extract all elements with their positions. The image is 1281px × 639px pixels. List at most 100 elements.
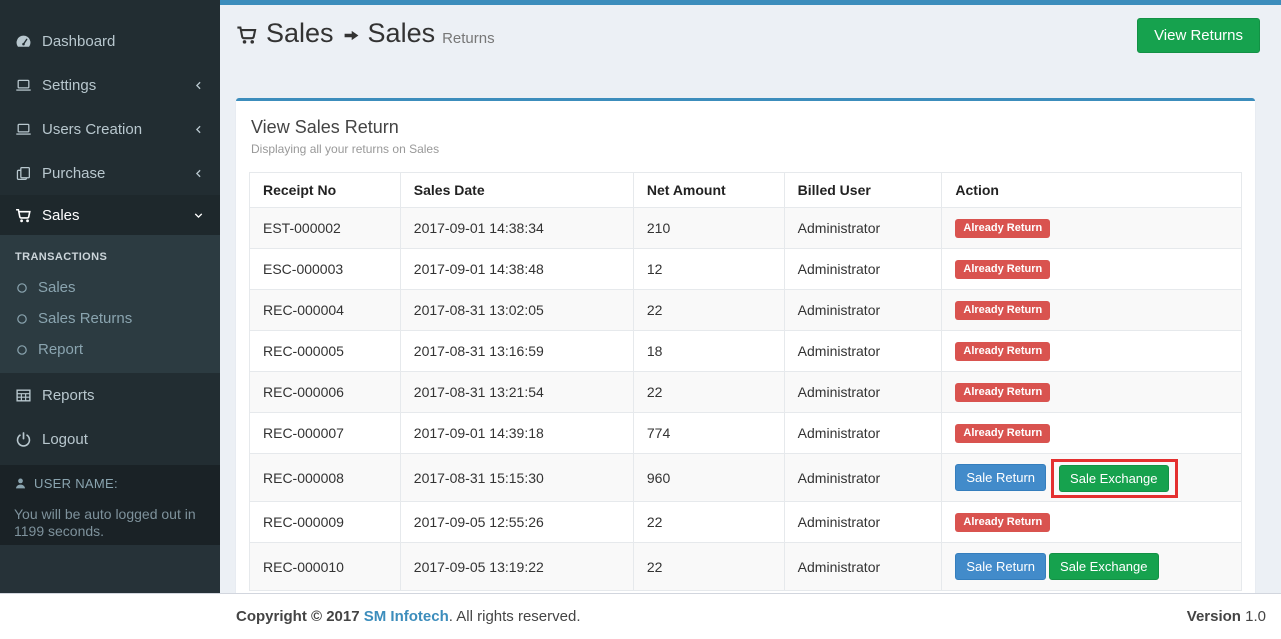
table-row: REC-000009 2017-09-05 12:55:26 22 Admini… <box>249 501 1242 543</box>
date-cell: 2017-09-05 13:19:22 <box>399 542 634 591</box>
laptop-icon <box>15 77 32 94</box>
receipt-cell: EST-000002 <box>249 207 401 249</box>
submenu-item-report[interactable]: Report <box>0 334 220 365</box>
view-returns-button[interactable]: View Returns <box>1137 18 1260 53</box>
date-cell: 2017-08-31 15:15:30 <box>399 453 634 502</box>
user-cell: Administrator <box>783 371 943 413</box>
user-cell: Administrator <box>783 330 943 372</box>
sidebar-item-reports[interactable]: Reports <box>0 373 220 417</box>
amount-cell: 22 <box>632 289 785 331</box>
amount-cell: 22 <box>632 542 785 591</box>
already-return-badge: Already Return <box>955 513 1051 532</box>
submenu-item-label: Sales Returns <box>38 310 133 327</box>
sidebar-item-label: Dashboard <box>42 32 116 50</box>
sidebar: Dashboard Settings Users Creation <box>0 0 220 593</box>
submenu-item-label: Report <box>38 341 84 358</box>
sidebar-item-logout[interactable]: Logout <box>0 417 220 461</box>
sales-return-panel: View Sales Return Displaying all your re… <box>236 98 1255 605</box>
col-header-billed-user: Billed User <box>783 172 943 208</box>
table-row: REC-000004 2017-08-31 13:02:05 22 Admini… <box>249 289 1242 331</box>
user-cell: Administrator <box>783 501 943 543</box>
sidebar-item-settings[interactable]: Settings <box>0 63 220 107</box>
content-header: Sales Sales Returns View Returns <box>220 5 1281 53</box>
table-row: REC-000006 2017-08-31 13:21:54 22 Admini… <box>249 371 1242 413</box>
table-row: EST-000002 2017-09-01 14:38:34 210 Admin… <box>249 207 1242 249</box>
sales-submenu: TRANSACTIONS Sales Sales Returns <box>0 235 220 373</box>
amount-cell: 18 <box>632 330 785 372</box>
action-cell: Already Return <box>941 330 1242 372</box>
sidebar-item-label: Purchase <box>42 164 106 182</box>
amount-cell: 22 <box>632 371 785 413</box>
user-cell: Administrator <box>783 542 943 591</box>
company-link[interactable]: SM Infotech <box>363 608 449 625</box>
submenu-item-sales-returns[interactable]: Sales Returns <box>0 303 220 334</box>
user-panel: USER NAME: You will be auto logged out i… <box>0 465 220 545</box>
submenu-item-sales[interactable]: Sales <box>0 272 220 303</box>
already-return-badge: Already Return <box>955 383 1051 402</box>
sale-exchange-button[interactable]: Sale Exchange <box>1049 553 1159 580</box>
receipt-cell: REC-000009 <box>249 501 401 543</box>
tachometer-icon <box>15 33 32 50</box>
chevron-left-icon <box>192 167 205 180</box>
action-cell: Already Return <box>941 412 1242 454</box>
copy-icon <box>15 165 32 182</box>
user-cell: Administrator <box>783 453 943 502</box>
sale-return-button[interactable]: Sale Return <box>955 553 1047 580</box>
sidebar-item-users-creation[interactable]: Users Creation <box>0 107 220 151</box>
sidebar-item-label: Users Creation <box>42 120 143 138</box>
action-cell: Already Return <box>941 371 1242 413</box>
table-row: REC-000010 2017-09-05 13:19:22 22 Admini… <box>249 542 1242 591</box>
sidebar-item-sales[interactable]: Sales <box>0 195 220 235</box>
action-cell: Sale Return Sale Exchange <box>941 453 1242 502</box>
sidebar-menu: Dashboard Settings Users Creation <box>0 0 220 461</box>
panel-subtitle: Displaying all your returns on Sales <box>251 142 440 156</box>
receipt-cell: REC-000010 <box>249 542 401 591</box>
amount-cell: 960 <box>632 453 785 502</box>
already-return-badge: Already Return <box>955 260 1051 279</box>
circle-outline-icon <box>16 282 28 294</box>
table-icon <box>15 387 32 404</box>
date-cell: 2017-08-31 13:21:54 <box>399 371 634 413</box>
footer: Copyright © 2017 SM Infotech. All rights… <box>0 593 1281 639</box>
date-cell: 2017-09-01 14:38:34 <box>399 207 634 249</box>
already-return-badge: Already Return <box>955 424 1051 443</box>
power-icon <box>15 431 32 448</box>
receipt-cell: ESC-000003 <box>249 248 401 290</box>
red-highlight-box: Sale Exchange <box>1051 458 1178 498</box>
sale-return-button[interactable]: Sale Return <box>955 464 1047 491</box>
action-cell: Sale Return Sale Exchange <box>941 542 1242 591</box>
sidebar-item-label: Sales <box>42 206 80 224</box>
amount-cell: 22 <box>632 501 785 543</box>
auto-logout-note: You will be auto logged out in 1199 seco… <box>14 506 196 539</box>
submenu-item-label: Sales <box>38 279 76 296</box>
arrow-right-icon <box>343 27 360 44</box>
action-cell: Already Return <box>941 289 1242 331</box>
panel-title: View Sales Return <box>251 117 399 137</box>
action-cell: Already Return <box>941 207 1242 249</box>
breadcrumb-primary: Sales <box>266 18 334 48</box>
amount-cell: 12 <box>632 248 785 290</box>
circle-outline-icon <box>16 313 28 325</box>
date-cell: 2017-09-05 12:55:26 <box>399 501 634 543</box>
circle-outline-icon <box>16 344 28 356</box>
action-cell: Already Return <box>941 248 1242 290</box>
col-header-sales-date: Sales Date <box>399 172 634 208</box>
top-accent-bar <box>220 0 1281 5</box>
table-row: ESC-000003 2017-09-01 14:38:48 12 Admini… <box>249 248 1242 290</box>
sale-exchange-button[interactable]: Sale Exchange <box>1059 464 1169 492</box>
sidebar-item-label: Reports <box>42 386 95 404</box>
page-title: Sales Sales Returns <box>236 18 495 49</box>
already-return-badge: Already Return <box>955 219 1051 238</box>
sidebar-item-purchase[interactable]: Purchase <box>0 151 220 195</box>
sidebar-item-dashboard[interactable]: Dashboard <box>0 19 220 63</box>
shopping-cart-icon <box>15 207 32 224</box>
chevron-left-icon <box>192 79 205 92</box>
laptop-icon <box>15 121 32 138</box>
user-cell: Administrator <box>783 248 943 290</box>
breadcrumb-suffix: Returns <box>442 29 495 47</box>
breadcrumb-secondary: Sales <box>367 18 436 48</box>
user-cell: Administrator <box>783 289 943 331</box>
copyright-text: Copyright © 2017 SM Infotech. All rights… <box>236 608 581 625</box>
main-content: Sales Sales Returns View Returns View Sa… <box>220 0 1281 605</box>
